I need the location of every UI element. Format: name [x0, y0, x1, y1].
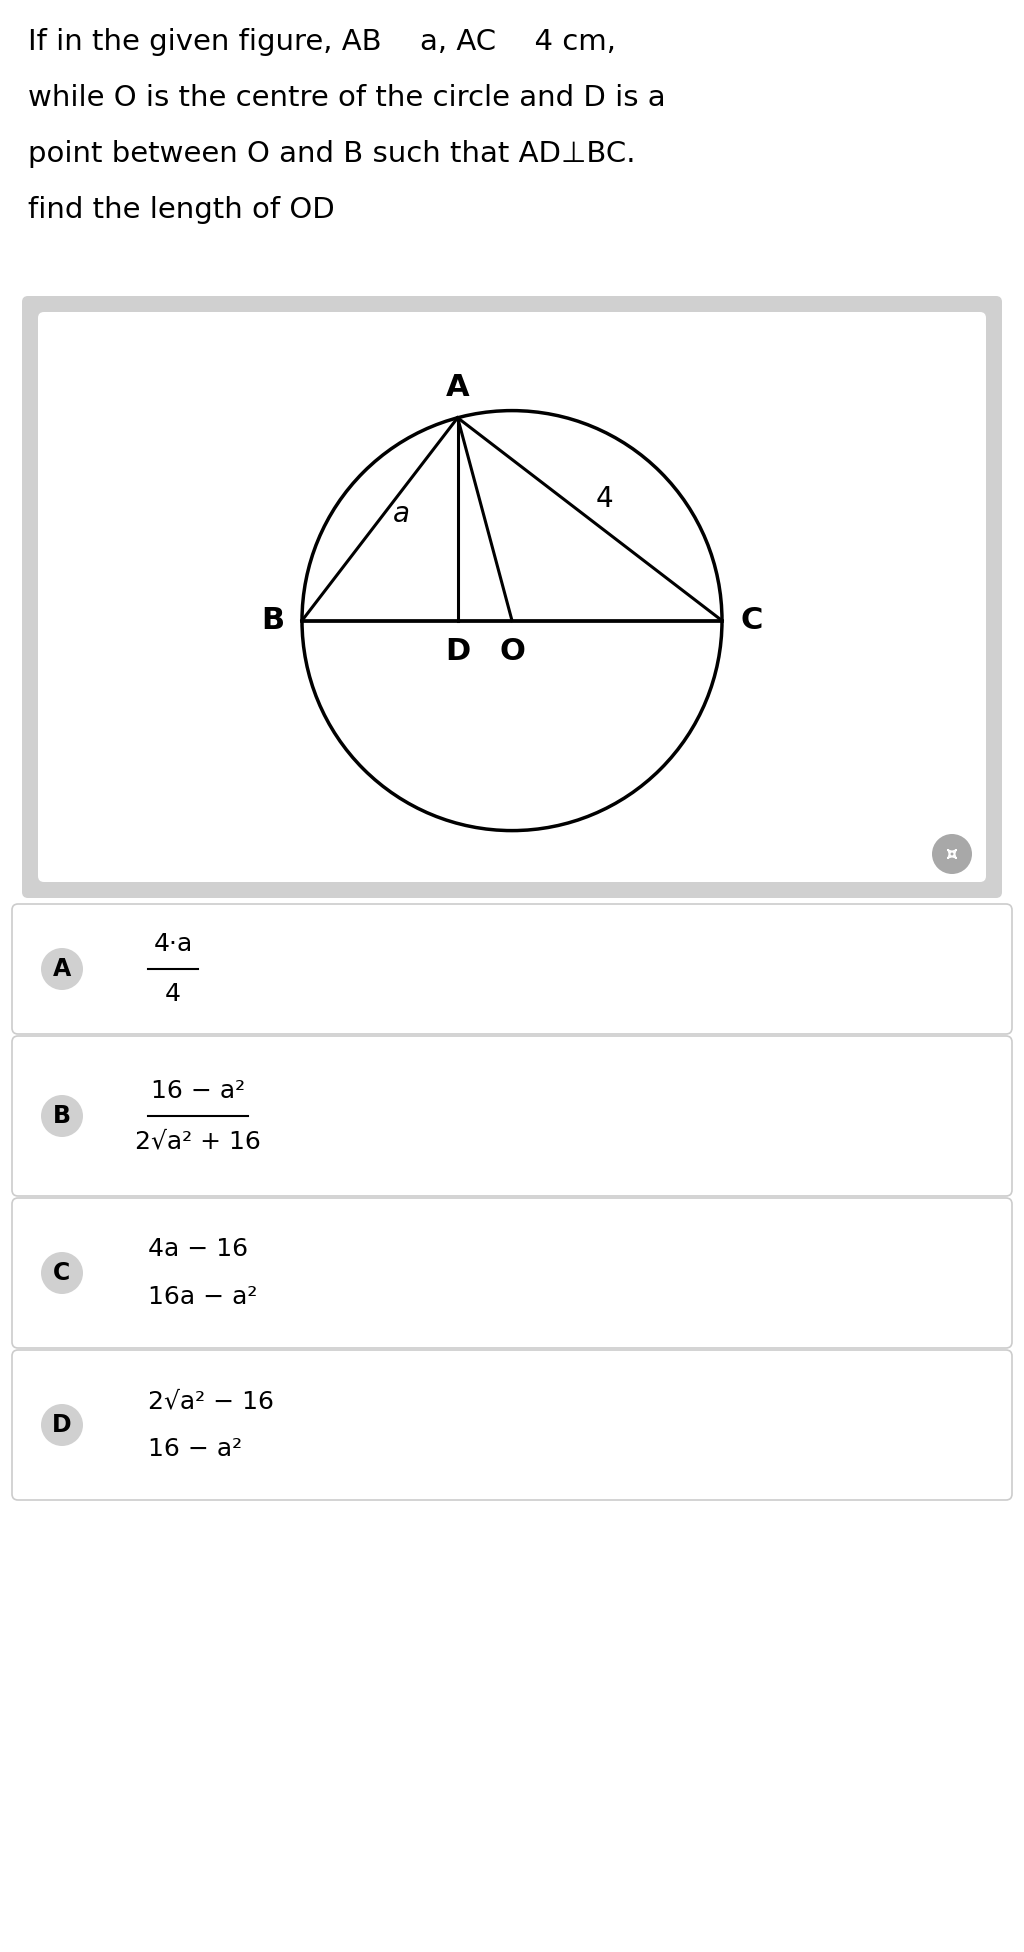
Circle shape	[41, 1403, 83, 1446]
Text: 4: 4	[165, 982, 181, 1005]
Text: 16 − a²: 16 − a²	[148, 1437, 242, 1460]
Text: A: A	[445, 373, 469, 402]
Text: A: A	[53, 956, 71, 982]
Text: point between O and B such that AD⊥BC.: point between O and B such that AD⊥BC.	[28, 141, 636, 168]
Text: find the length of OD: find the length of OD	[28, 195, 335, 224]
Text: 4a − 16: 4a − 16	[148, 1238, 248, 1261]
FancyBboxPatch shape	[12, 1037, 1012, 1197]
Circle shape	[41, 1251, 83, 1294]
Text: B: B	[261, 607, 284, 634]
Text: C: C	[53, 1261, 71, 1284]
Text: 2√a² − 16: 2√a² − 16	[148, 1390, 274, 1413]
FancyBboxPatch shape	[0, 0, 1024, 291]
Text: 16a − a²: 16a − a²	[148, 1284, 257, 1310]
Text: O: O	[499, 636, 525, 666]
FancyBboxPatch shape	[38, 312, 986, 882]
Text: 16 − a²: 16 − a²	[151, 1079, 245, 1103]
Text: D: D	[445, 636, 470, 666]
Text: 4: 4	[596, 486, 613, 513]
Text: C: C	[740, 607, 763, 634]
Text: 2√a² + 16: 2√a² + 16	[135, 1128, 261, 1154]
FancyBboxPatch shape	[12, 1351, 1012, 1499]
Text: B: B	[53, 1105, 71, 1128]
Circle shape	[932, 834, 972, 874]
Text: a: a	[393, 500, 411, 529]
FancyBboxPatch shape	[12, 904, 1012, 1035]
Text: D: D	[52, 1413, 72, 1437]
Text: while O is the centre of the circle and D is a: while O is the centre of the circle and …	[28, 84, 666, 111]
FancyBboxPatch shape	[12, 1199, 1012, 1349]
Circle shape	[41, 949, 83, 990]
Text: If in the given figure, AB  a, AC  4 cm,: If in the given figure, AB a, AC 4 cm,	[28, 27, 616, 57]
Circle shape	[41, 1095, 83, 1136]
Text: 4·a: 4·a	[154, 931, 193, 956]
FancyBboxPatch shape	[22, 297, 1002, 898]
